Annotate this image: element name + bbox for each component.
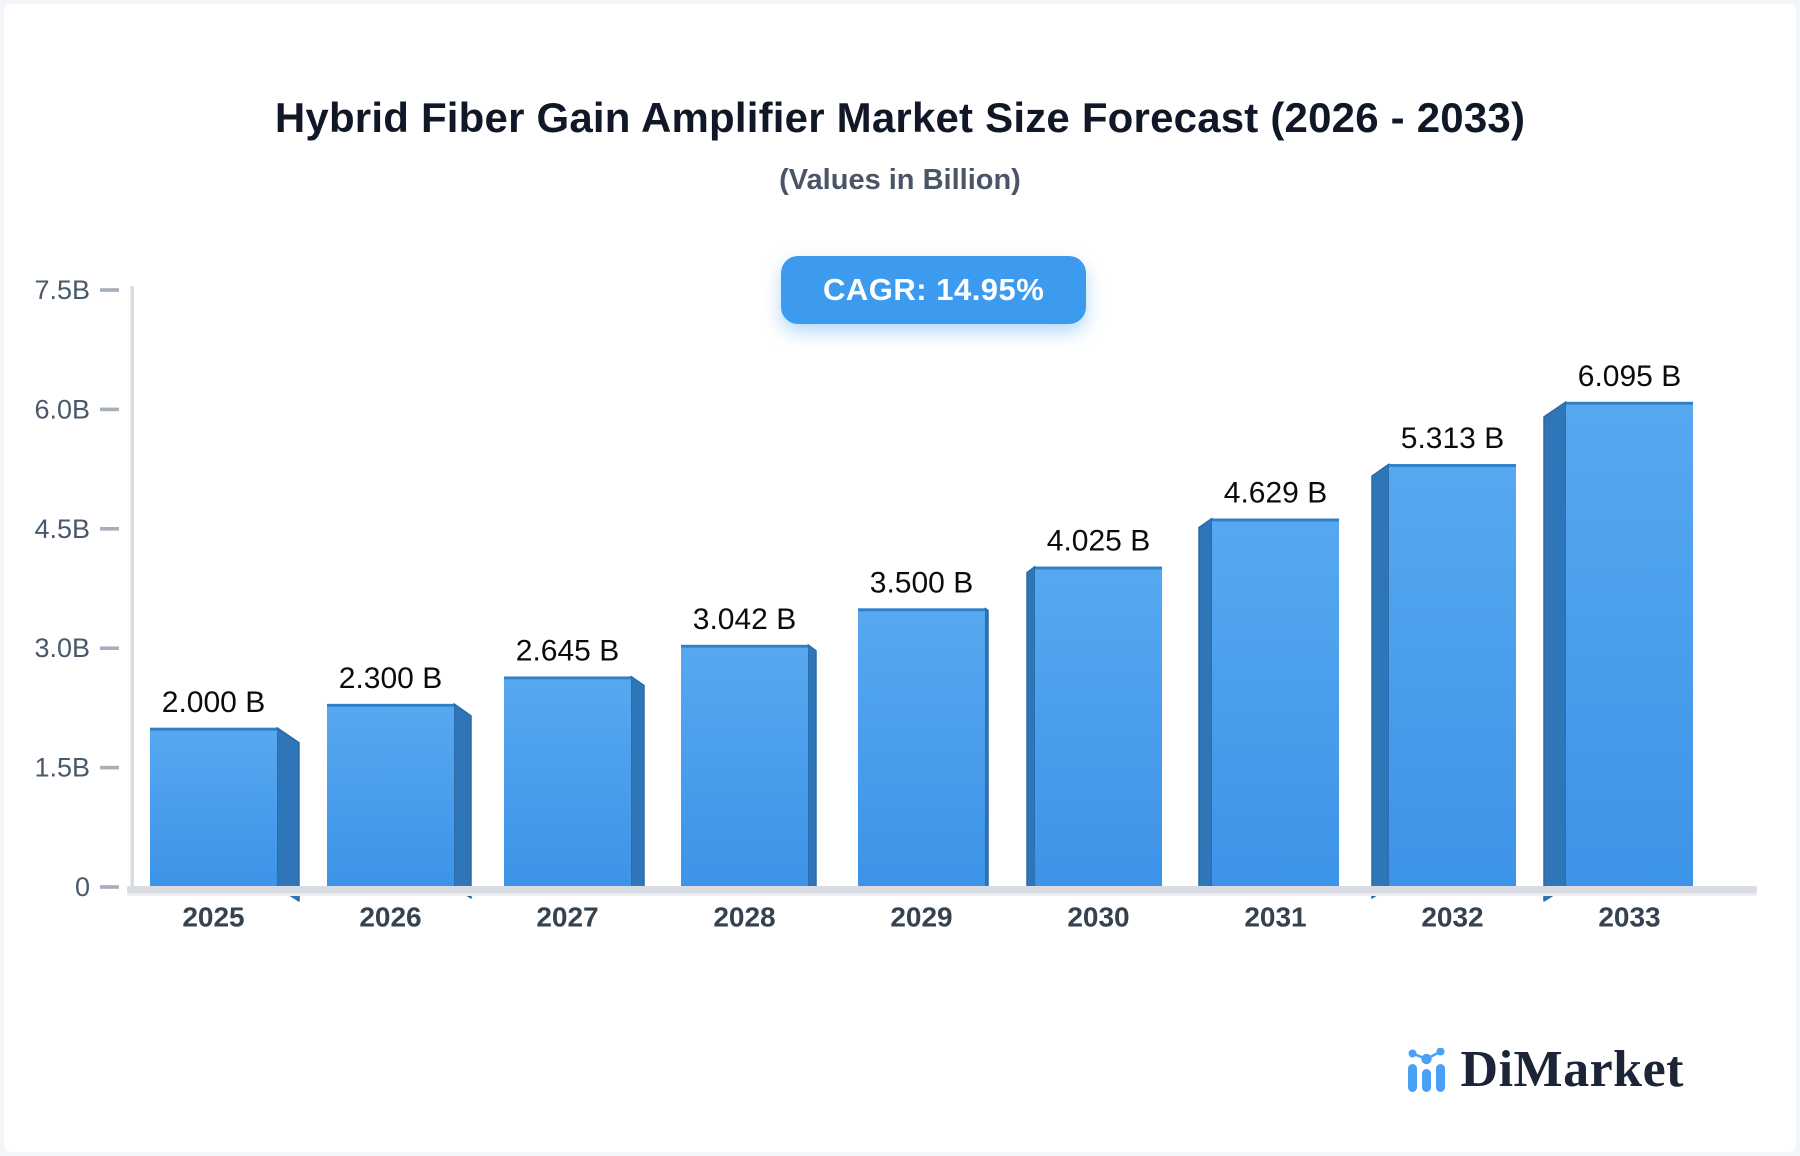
- y-axis-label: 1.5B: [34, 753, 90, 783]
- bar-front-face: [1212, 518, 1339, 887]
- x-axis-label: 2025: [182, 902, 244, 933]
- bars-group: 2.000 B 2025 2.300 B 2026 2.645 B 2027 3.042 B…: [150, 360, 1693, 933]
- bar-front-face: [504, 676, 631, 887]
- bar-side-face: [630, 675, 645, 896]
- x-axis-label: 2028: [713, 902, 775, 933]
- x-axis-label: 2030: [1067, 902, 1129, 933]
- bar-front-face: [1035, 566, 1162, 887]
- y-axis-line: [130, 286, 134, 895]
- chart-title: Hybrid Fiber Gain Amplifier Market Size …: [274, 94, 1526, 141]
- bar-side-face: [276, 727, 300, 902]
- bar-value-label: 3.042 B: [693, 603, 796, 636]
- bar-front-face: [150, 727, 277, 887]
- bar-front-face: [327, 703, 454, 887]
- x-axis-line: [127, 886, 1757, 894]
- bar-value-label: 2.000 B: [162, 686, 265, 719]
- bar-side-face: [1543, 401, 1567, 902]
- y-tick-mark: [100, 288, 119, 292]
- x-axis-label: 2031: [1244, 902, 1306, 933]
- bar-side-face: [1026, 565, 1036, 893]
- y-tick-mark: [100, 646, 119, 650]
- y-axis-label: 7.5B: [34, 275, 90, 305]
- y-tick-mark: [100, 885, 119, 889]
- y-tick-mark: [100, 407, 119, 412]
- logo-text: DiMarket: [1460, 1041, 1684, 1098]
- x-axis-shadow: [127, 893, 1757, 896]
- y-tick-mark: [100, 765, 119, 770]
- bar-front-face: [858, 608, 985, 887]
- bar-chart: 2.000 B 2025 2.300 B 2026 2.645 B 2027 3.042 B…: [34, 275, 1757, 933]
- y-axis-label: 6.0B: [34, 394, 90, 424]
- bar-value-label: 4.629 B: [1224, 477, 1327, 510]
- x-axis-label: 2027: [536, 902, 598, 933]
- logo-bar-chart-icon: [1407, 1048, 1445, 1092]
- bar-value-label: 2.645 B: [516, 634, 619, 667]
- chart-card: Hybrid Fiber Gain Amplifier Market Size …: [4, 4, 1796, 1152]
- bar-front-face: [681, 644, 808, 887]
- bar-value-label: 2.300 B: [339, 662, 442, 695]
- cagr-badge: CAGR: 14.95%: [781, 256, 1087, 324]
- brand-logo: DiMarket: [1406, 1044, 1684, 1096]
- bar-value-label: 4.025 B: [1047, 525, 1150, 558]
- bar-side-face: [453, 703, 472, 899]
- x-axis-label: 2026: [359, 902, 421, 933]
- bar-value-label: 3.500 B: [870, 566, 973, 599]
- bar-side-face: [1198, 517, 1213, 896]
- bar-front-face: [1389, 464, 1516, 887]
- bar-value-label: 6.095 B: [1578, 360, 1681, 393]
- bar-side-face: [984, 607, 989, 889]
- x-axis-label: 2033: [1598, 902, 1660, 933]
- y-tick-mark: [100, 527, 119, 531]
- bar-side-face: [1371, 463, 1390, 899]
- chart-subtitle: (Values in Billion): [779, 164, 1021, 196]
- y-axis-label: 3.0B: [34, 633, 90, 663]
- y-axis-label: 4.5B: [34, 514, 90, 544]
- bar-front-face: [1566, 401, 1693, 887]
- bar-side-face: [807, 644, 817, 893]
- x-axis-label: 2032: [1421, 902, 1483, 933]
- x-axis-label: 2029: [890, 902, 952, 933]
- bar-value-label: 5.313 B: [1401, 422, 1504, 455]
- y-axis-label: 0: [75, 872, 90, 902]
